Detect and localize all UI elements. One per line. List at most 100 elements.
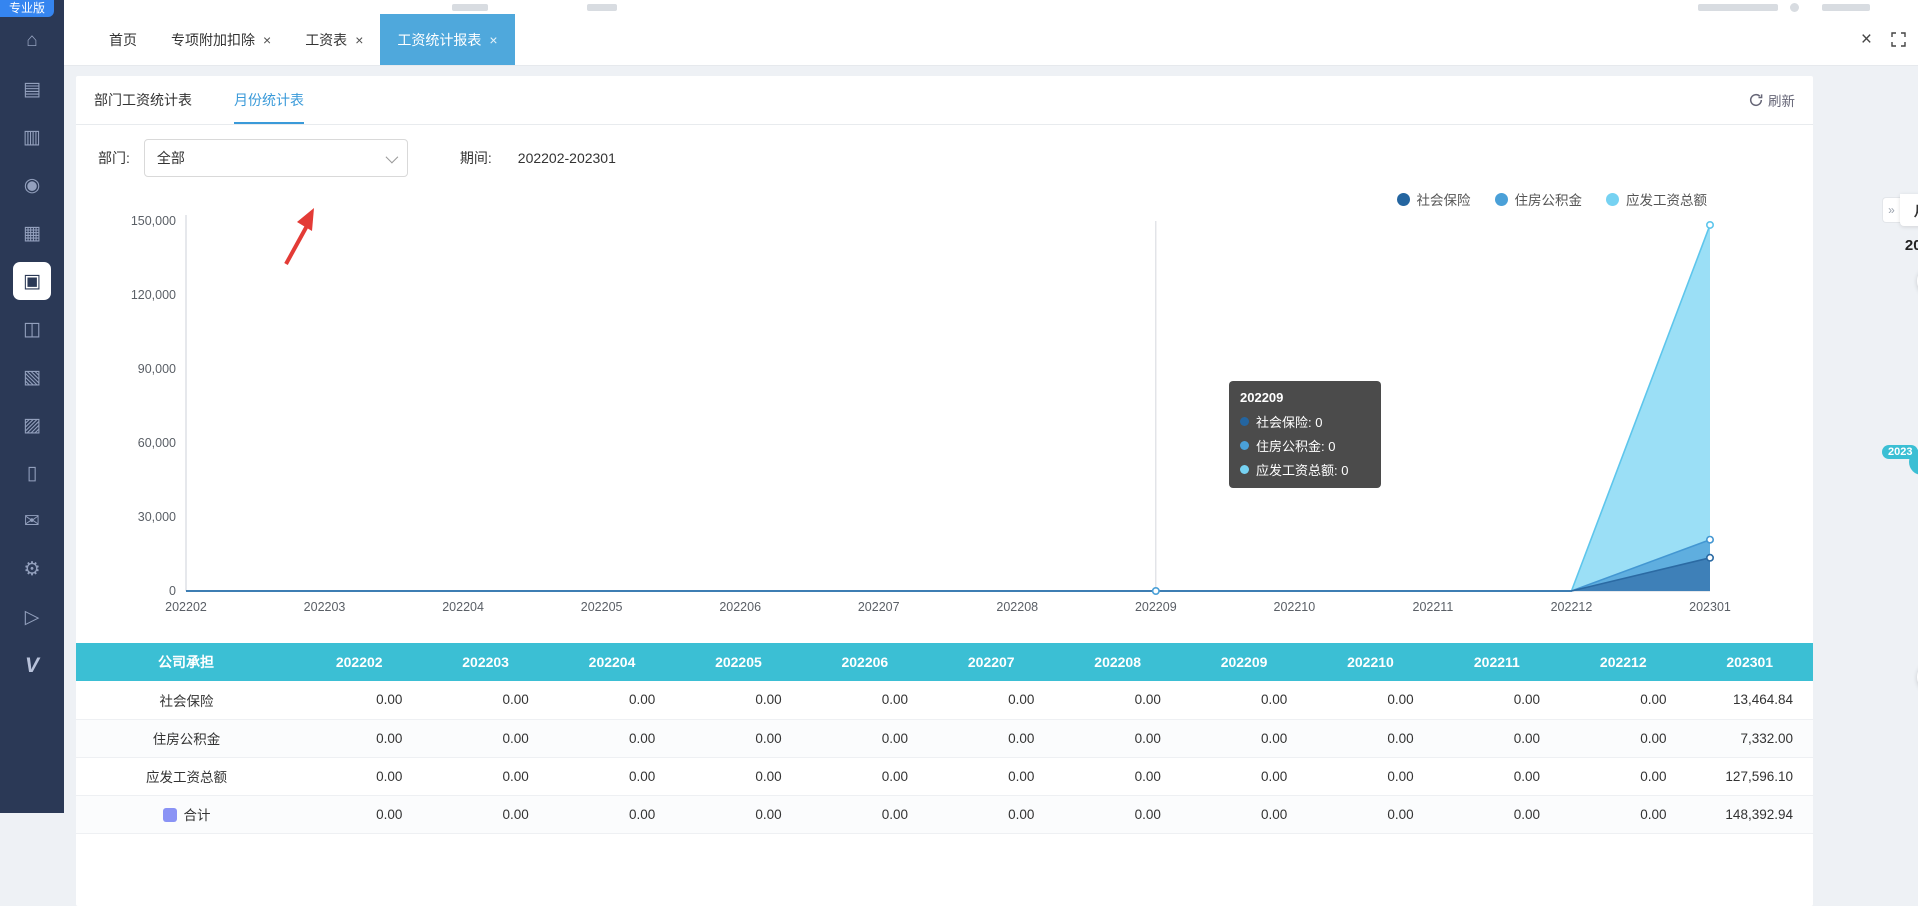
month-item-2月[interactable]: 2月 bbox=[1904, 476, 1918, 505]
legend-dot bbox=[1495, 193, 1508, 206]
legend-label: 应发工资总额 bbox=[1626, 189, 1707, 209]
month-item-9月[interactable]: 9月 bbox=[1904, 331, 1918, 360]
tooltip-dot-icon bbox=[1240, 441, 1249, 450]
collapse-panel-icon[interactable]: » bbox=[1882, 197, 1900, 223]
legend-label: 社会保险 bbox=[1417, 189, 1471, 209]
table-header-cell: 公司承担 bbox=[76, 643, 296, 681]
svg-text:202208: 202208 bbox=[996, 600, 1038, 614]
month-item-3月[interactable]: 3月 bbox=[1904, 505, 1918, 534]
svg-text:0: 0 bbox=[169, 584, 176, 598]
table-header-cell: 202211 bbox=[1434, 643, 1560, 681]
month-item-5月[interactable]: 5月 bbox=[1904, 563, 1918, 592]
row-label-cell: 合计 bbox=[76, 795, 296, 833]
month-item-10月[interactable]: 10月 bbox=[1904, 360, 1918, 389]
tab-1[interactable]: 专项附加扣除× bbox=[154, 14, 288, 65]
close-all-tabs-icon[interactable]: × bbox=[1861, 30, 1872, 49]
refresh-button[interactable]: 刷新 bbox=[1749, 90, 1795, 110]
month-panel-title: 月份选择 bbox=[1900, 194, 1918, 226]
inbox-icon[interactable]: ✉ bbox=[13, 502, 51, 540]
invoice-icon[interactable]: ▦ bbox=[13, 214, 51, 252]
department-select[interactable]: 全部 bbox=[144, 139, 408, 177]
month-item-8月[interactable]: 8月 bbox=[1904, 302, 1918, 331]
month-item-11月[interactable]: 11月 bbox=[1904, 389, 1918, 418]
settings-icon[interactable]: ⚙ bbox=[13, 550, 51, 588]
legend-item[interactable]: 社会保险 bbox=[1397, 189, 1471, 209]
subtab-department-salary[interactable]: 部门工资统计表 bbox=[94, 76, 192, 124]
current-period: 2023.01 bbox=[1905, 237, 1918, 254]
table-cell: 0.00 bbox=[1307, 681, 1433, 719]
voucher-icon[interactable]: ▤ bbox=[13, 70, 51, 108]
home-icon[interactable]: ⌂ bbox=[13, 22, 51, 60]
main-area: 部门工资统计表 月份统计表 刷新 部门: 全部 期间: bbox=[64, 66, 1918, 813]
table-cell: 0.00 bbox=[1434, 719, 1560, 757]
table-header-cell: 202203 bbox=[422, 643, 548, 681]
table-header-cell: 202212 bbox=[1560, 643, 1686, 681]
row-label-cell: 社会保险 bbox=[76, 681, 296, 719]
tab-bar: 首页专项附加扣除×工资表×工资统计报表× × bbox=[64, 14, 1918, 66]
subtab-month-statistics[interactable]: 月份统计表 bbox=[234, 76, 304, 124]
table-header-cell: 202206 bbox=[802, 643, 928, 681]
tab-list: 首页专项附加扣除×工资表×工资统计报表× bbox=[92, 14, 515, 65]
table-header-cell: 202207 bbox=[928, 643, 1054, 681]
table-cell: 0.00 bbox=[675, 757, 801, 795]
table-header-cell: 202209 bbox=[1181, 643, 1307, 681]
month-item-1月[interactable]: 1月2023 bbox=[1909, 449, 1918, 475]
checkout-icon[interactable]: ◫ bbox=[13, 310, 51, 348]
table-cell: 0.00 bbox=[549, 795, 675, 833]
reports-icon[interactable]: ▥ bbox=[13, 118, 51, 156]
filter-row: 部门: 全部 期间: 202202-202301 bbox=[98, 139, 1813, 177]
tab-close-icon[interactable]: × bbox=[263, 32, 271, 48]
app-header-cut bbox=[64, 0, 1918, 14]
table-cell: 0.00 bbox=[296, 719, 422, 757]
refresh-icon bbox=[1749, 93, 1763, 107]
table-cell: 148,392.94 bbox=[1686, 795, 1813, 833]
table-cell: 0.00 bbox=[1307, 757, 1433, 795]
table-header-cell: 202210 bbox=[1307, 643, 1433, 681]
month-item-12月[interactable]: 12月 bbox=[1904, 418, 1918, 447]
sidebar: ⌂▤▥◉▦▣◫▧▨▯✉⚙▷ V bbox=[0, 0, 64, 813]
chevron-down-icon bbox=[385, 150, 398, 163]
svg-text:202206: 202206 bbox=[719, 600, 761, 614]
salary-report-icon[interactable]: ▣ bbox=[13, 262, 51, 300]
ledger-icon[interactable]: ▨ bbox=[13, 406, 51, 444]
table-cell: 0.00 bbox=[296, 795, 422, 833]
tab-close-icon[interactable]: × bbox=[489, 32, 497, 48]
legend-item[interactable]: 住房公积金 bbox=[1495, 189, 1583, 209]
header-remnant bbox=[587, 4, 617, 11]
tooltip-title: 202209 bbox=[1240, 390, 1370, 405]
fullscreen-icon[interactable] bbox=[1891, 32, 1906, 47]
tooltip-text: 社会保险: 0 bbox=[1256, 412, 1322, 431]
table-cell: 0.00 bbox=[1434, 795, 1560, 833]
month-panel-header: » 月份选择 bbox=[1882, 194, 1918, 226]
window-controls: × bbox=[1861, 30, 1906, 49]
svg-text:202202: 202202 bbox=[165, 600, 207, 614]
legend-dot bbox=[1397, 193, 1410, 206]
tooltip-dot-icon bbox=[1240, 417, 1249, 426]
table-cell: 0.00 bbox=[422, 795, 548, 833]
tutorial-icon[interactable]: ▷ bbox=[13, 598, 51, 636]
tab-0[interactable]: 首页 bbox=[92, 14, 154, 65]
month-item-4月[interactable]: 4月 bbox=[1904, 534, 1918, 563]
tab-close-icon[interactable]: × bbox=[355, 32, 363, 48]
archive-icon[interactable]: ▯ bbox=[13, 454, 51, 492]
month-item-7月[interactable]: 7月 bbox=[1904, 621, 1918, 650]
assets-icon[interactable]: ▧ bbox=[13, 358, 51, 396]
legend-dot bbox=[1606, 193, 1619, 206]
table-cell: 0.00 bbox=[1560, 757, 1686, 795]
funds-icon[interactable]: ◉ bbox=[13, 166, 51, 204]
table-header-cell: 202204 bbox=[549, 643, 675, 681]
legend-item[interactable]: 应发工资总额 bbox=[1606, 189, 1707, 209]
month-item-6月[interactable]: 6月 bbox=[1904, 592, 1918, 621]
svg-text:202203: 202203 bbox=[304, 600, 346, 614]
svg-text:202212: 202212 bbox=[1551, 600, 1593, 614]
tab-2[interactable]: 工资表× bbox=[288, 14, 380, 65]
legend-label: 住房公积金 bbox=[1515, 189, 1583, 209]
table-cell: 0.00 bbox=[1181, 681, 1307, 719]
tab-3[interactable]: 工资统计报表× bbox=[380, 14, 514, 65]
tooltip-text: 住房公积金: 0 bbox=[1256, 436, 1335, 455]
